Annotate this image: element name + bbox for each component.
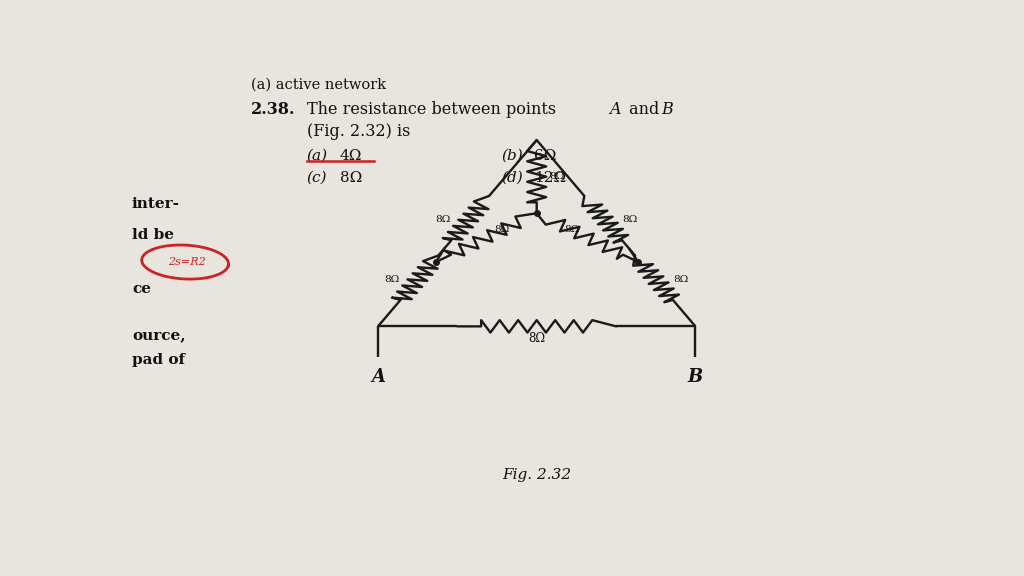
Text: 2.38.: 2.38.: [251, 101, 296, 118]
Text: The resistance between points: The resistance between points: [306, 101, 561, 118]
Text: and: and: [624, 101, 665, 118]
Text: (c): (c): [306, 170, 327, 185]
Text: 8Ω: 8Ω: [385, 275, 400, 284]
Text: 8Ω: 8Ω: [674, 275, 689, 284]
Text: 8Ω: 8Ω: [623, 215, 638, 224]
Text: 8Ω: 8Ω: [340, 170, 362, 185]
Text: ce: ce: [132, 282, 151, 295]
Text: ld be: ld be: [132, 229, 174, 242]
Text: 2s=R2: 2s=R2: [168, 257, 206, 267]
Text: 8Ω: 8Ω: [495, 225, 510, 234]
Text: B: B: [688, 369, 703, 386]
Text: Fig. 2.32: Fig. 2.32: [502, 468, 571, 482]
Text: 8Ω: 8Ω: [528, 332, 545, 345]
Text: ource,: ource,: [132, 328, 185, 342]
Text: (Fig. 2.32) is: (Fig. 2.32) is: [306, 123, 410, 140]
Text: 12Ω: 12Ω: [535, 170, 566, 185]
Text: (a) active network: (a) active network: [251, 78, 386, 92]
Text: 4Ω: 4Ω: [340, 149, 362, 162]
Text: 8Ω: 8Ω: [435, 215, 451, 224]
Text: 6Ω: 6Ω: [535, 149, 557, 162]
Text: 8Ω: 8Ω: [564, 225, 580, 234]
Text: A: A: [609, 101, 621, 118]
Text: (d): (d): [501, 170, 522, 185]
Text: 8Ω: 8Ω: [549, 172, 564, 181]
Text: pad of: pad of: [132, 353, 185, 367]
Text: B: B: [662, 101, 673, 118]
Text: inter-: inter-: [132, 198, 180, 211]
Text: (a): (a): [306, 149, 328, 162]
Text: (b): (b): [501, 149, 522, 162]
Text: A: A: [371, 369, 385, 386]
